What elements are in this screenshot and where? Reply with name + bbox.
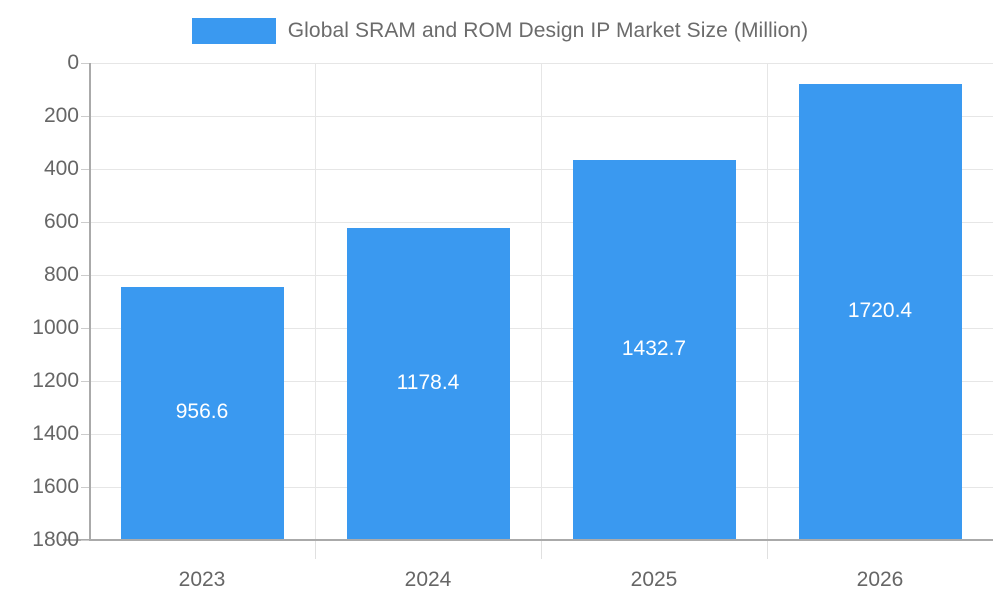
y-axis-tick-label: 1800 (32, 528, 79, 551)
bar-value-label: 1720.4 (847, 299, 913, 323)
y-axis-line (89, 63, 91, 541)
gridline-vertical (767, 63, 768, 540)
bar-2023[interactable]: 956.6 (120, 286, 284, 540)
plot-area: 956.6 1178.4 1432.7 1720.4 (89, 63, 993, 541)
y-axis-tick-label: 1400 (32, 422, 79, 445)
gridline-vertical (541, 63, 542, 540)
x-axis-tick-label: 2023 (178, 568, 226, 591)
y-axis-tick-mark (81, 540, 89, 541)
chart-legend: Global SRAM and ROM Design IP Market Siz… (0, 12, 1000, 50)
y-axis-tick-mark (81, 169, 89, 170)
y-axis-tick-mark (81, 434, 89, 435)
bar-2026[interactable]: 1720.4 (798, 84, 962, 540)
y-axis-tick-mark (81, 275, 89, 276)
x-axis-tick-mark (315, 541, 316, 559)
y-axis-tick-label: 200 (43, 104, 79, 127)
bar-2024[interactable]: 1178.4 (346, 227, 510, 540)
y-axis-tick-label: 800 (43, 263, 79, 286)
y-axis-tick-label: 1600 (32, 475, 79, 498)
x-axis-line (63, 539, 993, 541)
gridline-vertical (315, 63, 316, 540)
y-axis-tick-label: 1000 (32, 316, 79, 339)
y-axis-tick-mark (81, 487, 89, 488)
y-axis-tick-mark (81, 63, 89, 64)
y-axis-tick-mark (81, 328, 89, 329)
y-axis-tick-label: 0 (67, 51, 79, 74)
y-axis-tick-labels: 1800 1600 1400 1200 1000 800 600 400 200 0 (0, 0, 79, 600)
x-axis-tick-mark (541, 541, 542, 559)
legend-color-swatch[interactable] (191, 18, 276, 44)
x-axis-tick-label: 2026 (856, 568, 904, 591)
x-axis-tick-label: 2025 (630, 568, 678, 591)
legend-label: Global SRAM and ROM Design IP Market Siz… (287, 19, 809, 42)
y-axis-tick-label: 1200 (32, 369, 79, 392)
y-axis-tick-mark (81, 222, 89, 223)
y-axis-tick-mark (81, 116, 89, 117)
bar-2025[interactable]: 1432.7 (572, 160, 736, 540)
y-axis-tick-label: 400 (43, 157, 79, 180)
x-axis-tick-label: 2024 (404, 568, 452, 591)
bar-value-label: 1178.4 (396, 370, 460, 394)
y-axis-tick-label: 600 (43, 210, 79, 233)
bar-value-label: 956.6 (175, 400, 229, 424)
y-axis-tick-mark (81, 381, 89, 382)
x-axis-tick-mark (767, 541, 768, 559)
bar-value-label: 1432.7 (621, 337, 687, 361)
